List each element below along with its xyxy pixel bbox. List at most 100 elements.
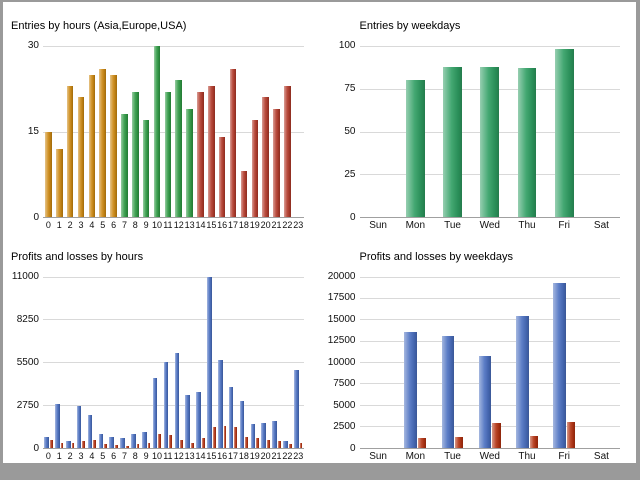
- value-bar: [153, 46, 161, 217]
- value-bar: [164, 91, 172, 217]
- x-tick-label: 5: [100, 220, 106, 230]
- y-tick-label: 100: [338, 40, 356, 51]
- chart-profits-losses-by-hours: Profits and losses by hours 0 2750 5500 825…: [3, 233, 320, 464]
- bar-slot: [152, 277, 163, 448]
- value-bar: [121, 114, 128, 217]
- profit-bar: [404, 332, 418, 448]
- y-tick-label: 0: [349, 442, 356, 454]
- profit-bar: [87, 414, 93, 448]
- y-tick-label: 50: [344, 126, 356, 137]
- bar-slot: [76, 277, 87, 448]
- x-tick-label: 7: [121, 220, 127, 230]
- bar-slot: [249, 277, 260, 448]
- loss-bar: [114, 445, 118, 448]
- plot-area: [359, 46, 620, 218]
- loss-bar: [245, 436, 249, 448]
- x-tick-label: Sat: [593, 220, 609, 231]
- loss-bar: [125, 445, 129, 448]
- x-tick-label: 12: [173, 450, 184, 461]
- profit-bar: [131, 433, 136, 448]
- loss-bar: [169, 435, 173, 448]
- chart-entries-by-hours: Entries by hours (Asia,Europe,USA) 0 15 30…: [3, 2, 320, 233]
- bar-slot: [97, 277, 108, 448]
- x-tick-label: 6: [111, 220, 117, 230]
- bar-slot: [206, 46, 217, 217]
- bar-slot: [260, 277, 271, 448]
- bar-slot: [119, 46, 130, 217]
- gridline: [43, 276, 304, 278]
- loss-bar: [212, 427, 216, 448]
- bar-slot: [508, 277, 545, 448]
- value-bar: [229, 68, 237, 217]
- bar-slot: [108, 277, 119, 448]
- bar-slot: [173, 277, 184, 448]
- profit-bar: [207, 276, 212, 448]
- x-tick-label: 10: [152, 450, 163, 461]
- loss-bar: [60, 442, 64, 448]
- loss-bar: [201, 438, 205, 448]
- loss-bar: [277, 441, 281, 448]
- x-axis: 0 1 2 3 4 5 6 7 8 9 10 11 12 13 14 15 16 17 18 19 20 21 22 23: [43, 218, 304, 232]
- profit-bar: [65, 441, 71, 448]
- x-axis: Sun Mon Tue Wed Thu Fri Sat: [360, 449, 621, 463]
- bar-slot: [238, 277, 249, 448]
- loss-bar: [49, 439, 53, 448]
- gridline: [43, 46, 304, 47]
- bar-slot: [76, 46, 87, 217]
- profit-bar: [196, 391, 201, 448]
- x-axis: Sun Mon Tue Wed Thu Fri Sat: [360, 218, 621, 232]
- plot-area: [43, 276, 304, 449]
- x-tick-label: 15: [206, 450, 217, 461]
- bar-slot: [119, 277, 130, 448]
- x-tick-label: 2: [67, 220, 73, 230]
- x-tick-label: 0: [45, 220, 51, 230]
- profit-bar: [120, 438, 125, 448]
- bar-slot: [546, 277, 583, 448]
- value-bar: [77, 97, 85, 217]
- value-bar: [273, 108, 280, 217]
- profit-bar: [141, 431, 147, 448]
- value-bar: [186, 108, 193, 217]
- x-tick-label: 1: [56, 220, 62, 230]
- loss-bar: [455, 437, 464, 448]
- bar-slot: [397, 46, 434, 217]
- bar-slot: [282, 277, 293, 448]
- bar-slot: [108, 46, 119, 217]
- bar-slot: [86, 46, 97, 217]
- chart-body: 0 2750 5500 8250 11000: [9, 271, 312, 453]
- x-tick-label: 11: [163, 450, 173, 461]
- value-bar: [197, 91, 204, 217]
- loss-bar: [529, 436, 538, 448]
- value-bar: [142, 120, 150, 217]
- bar-slot: [217, 277, 228, 448]
- value-bar: [99, 68, 106, 217]
- value-bar: [517, 68, 537, 217]
- x-tick-label: 16: [217, 450, 228, 461]
- x-tick-label: 9: [143, 450, 149, 461]
- gridline: [43, 319, 304, 321]
- y-tick-label: 0: [33, 442, 39, 454]
- loss-bar: [180, 439, 183, 448]
- gridline: [359, 46, 620, 47]
- bar-slot: [43, 46, 54, 217]
- bar-slot: [293, 277, 304, 448]
- x-tick-label: Fri: [558, 220, 571, 231]
- x-tick-label: 18: [238, 220, 249, 230]
- y-tick-label: 2500: [333, 421, 356, 432]
- bar-slot: [141, 46, 152, 217]
- value-bar: [218, 137, 226, 217]
- profit-bar: [516, 315, 529, 448]
- x-tick-label: 8: [132, 450, 138, 461]
- bar-slot: [260, 46, 271, 217]
- x-tick-label: Fri: [558, 450, 571, 462]
- y-tick-label: 2750: [16, 399, 39, 411]
- value-bar: [406, 80, 425, 217]
- x-tick-label: 13: [184, 450, 195, 461]
- profit-bar: [174, 352, 180, 448]
- loss-bar: [288, 444, 292, 448]
- value-bar: [208, 85, 215, 217]
- profit-bar: [76, 405, 82, 448]
- profit-bar: [44, 436, 49, 448]
- bar-slot: [54, 46, 65, 217]
- x-tick-label: Mon: [405, 220, 426, 231]
